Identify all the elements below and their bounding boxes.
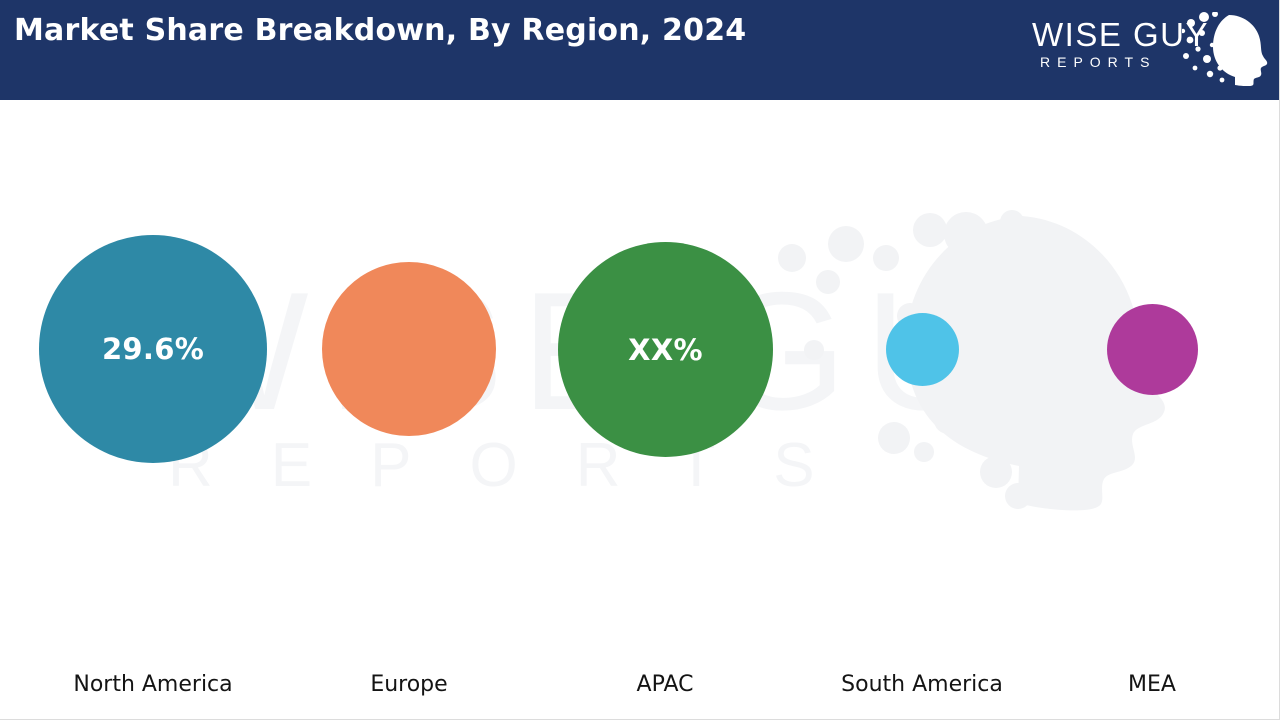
header-bar: Market Share Breakdown, By Region, 2024 … bbox=[0, 0, 1279, 100]
category-label-apac: APAC bbox=[636, 672, 694, 697]
category-label-south-america: South America bbox=[841, 672, 1003, 697]
bubble-north-america[interactable]: 29.6% bbox=[39, 235, 267, 463]
logo-subwordmark: REPORTS bbox=[1040, 54, 1157, 70]
bubble-europe[interactable] bbox=[322, 262, 496, 436]
category-label-europe: Europe bbox=[370, 672, 448, 697]
page-title: Market Share Breakdown, By Region, 2024 bbox=[14, 13, 747, 48]
bubble-value-north-america: 29.6% bbox=[101, 332, 205, 366]
bubble-chart-plot: 29.6% XX% North America Europe APAC Sout… bbox=[0, 100, 1279, 719]
category-label-mea: MEA bbox=[1128, 672, 1176, 697]
brand-logo: WISE GUY REPORTS bbox=[1032, 12, 1268, 86]
bubble-apac[interactable]: XX% bbox=[558, 242, 773, 457]
category-label-north-america: North America bbox=[73, 672, 233, 697]
dotted-head-profile-icon bbox=[1182, 12, 1268, 86]
logo-wordmark: WISE GUY bbox=[1032, 16, 1210, 53]
bubble-value-apac: XX% bbox=[628, 332, 703, 367]
bubble-mea[interactable] bbox=[1107, 304, 1198, 395]
bubble-south-america[interactable] bbox=[886, 313, 959, 386]
